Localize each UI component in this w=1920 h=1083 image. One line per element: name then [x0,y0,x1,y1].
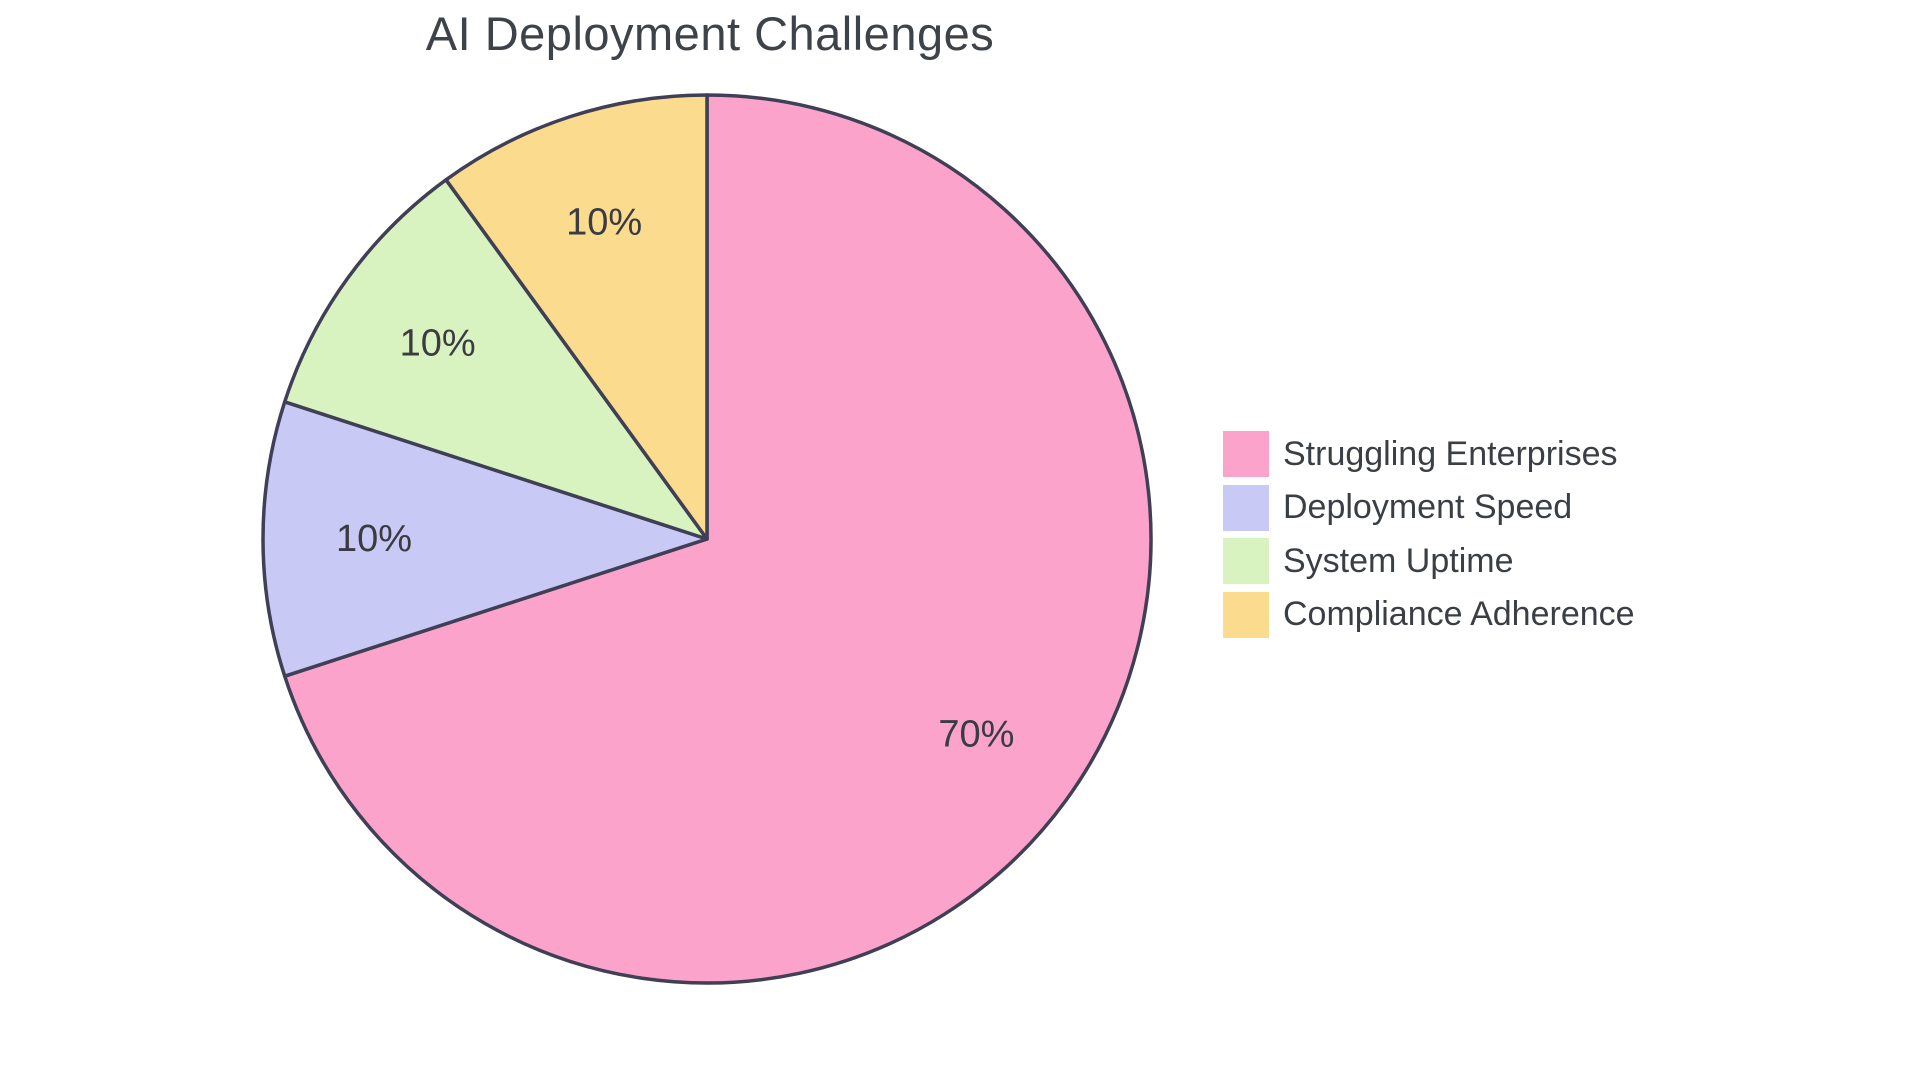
legend-swatch-system-uptime [1223,538,1269,584]
legend-label: Compliance Adherence [1283,595,1635,633]
legend-label: System Uptime [1283,541,1514,580]
legend-swatch-compliance-adherence [1223,591,1269,638]
legend: Struggling Enterprises Deployment Speed Sy… [1223,431,1635,645]
slice-value-label-system-uptime: 10% [400,322,476,364]
chart-title: AI Deployment Challenges [425,7,995,60]
legend-item-compliance-adherence: Compliance Adherence [1223,591,1635,638]
pie-slice-system-uptime [282,178,709,541]
legend-label: Struggling Enterprises [1283,434,1618,473]
pie-slice-struggling-enterprises [282,93,1153,985]
slice-value-label-deployment-speed: 10% [336,518,412,560]
legend-item-system-uptime: System Uptime [1223,538,1635,584]
legend-swatch-deployment-speed [1223,484,1269,531]
pie-slice-deployment-speed [261,400,709,678]
legend-swatch-struggling-enterprises [1223,431,1269,477]
slice-value-label-compliance-adherence: 10% [566,201,642,243]
legend-label: Deployment Speed [1283,488,1573,526]
pie-slice-compliance-adherence [444,93,709,541]
legend-item-deployment-speed: Deployment Speed [1223,484,1635,531]
legend-item-struggling-enterprises: Struggling Enterprises [1223,431,1635,477]
slice-value-label-struggling-enterprises: 70% [938,714,1014,756]
